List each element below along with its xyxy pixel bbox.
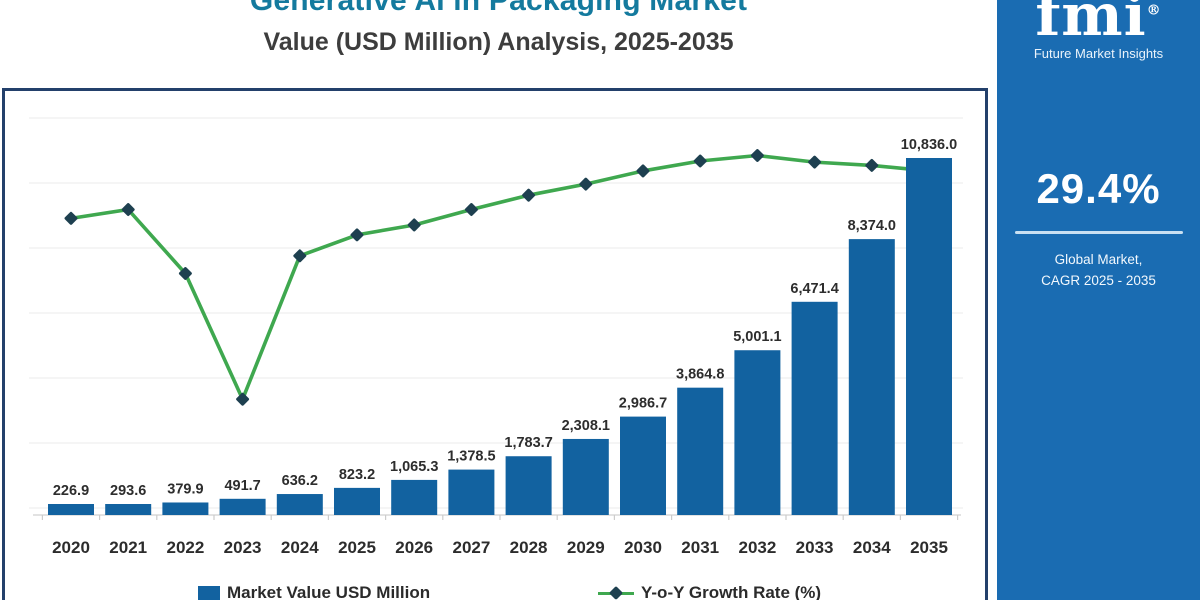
bar [620, 416, 666, 515]
cagr-caption: Global Market, CAGR 2025 - 2035 [1041, 252, 1156, 288]
page-subtitle: Value (USD Million) Analysis, 2025-2035 [263, 28, 734, 56]
legend-item-growth-rate: Y-o-Y Growth Rate (%) [598, 583, 821, 600]
year-label: 2025 [338, 538, 376, 557]
bar-value-label: 3,864.8 [676, 367, 724, 383]
year-label: 2035 [910, 538, 948, 557]
growth-marker [293, 249, 307, 263]
bar-value-label: 2,986.7 [619, 396, 667, 412]
growth-marker [808, 155, 822, 169]
year-label: 2027 [452, 538, 490, 557]
growth-marker [522, 188, 536, 202]
bar [105, 504, 152, 515]
growth-marker [350, 228, 364, 242]
bar-value-label: 10,836.0 [901, 137, 957, 153]
year-label: 2022 [166, 538, 204, 557]
bar [848, 239, 895, 515]
bar-value-label: 293.6 [110, 483, 146, 499]
bar-value-label: 1,065.3 [390, 459, 438, 475]
year-label: 2034 [853, 538, 891, 557]
divider [1014, 231, 1183, 234]
bar [162, 502, 209, 515]
bar-value-label: 226.9 [53, 483, 89, 499]
year-label: 2021 [109, 538, 147, 557]
growth-marker [636, 164, 650, 178]
combo-chart: 226.9 2020 293.6 2021 379.9 2022 491.7 2023 636.… [29, 117, 963, 557]
bar-value-label: 636.2 [282, 473, 318, 489]
sidebar: fmi® Future Market Insights 29.4% Global… [997, 0, 1200, 600]
bar [906, 158, 952, 515]
bar-value-label: 1,378.5 [447, 449, 495, 465]
bar-value-label: 1,783.7 [504, 435, 552, 451]
year-label: 2030 [624, 538, 662, 557]
bar [734, 350, 781, 515]
bar-value-label: 379.9 [167, 481, 203, 497]
logo-text: fmi® [1035, 0, 1162, 49]
bar-value-label: 6,471.4 [790, 281, 838, 297]
bar-value-label: 491.7 [224, 478, 260, 494]
year-label: 2023 [224, 538, 262, 557]
growth-marker [464, 203, 478, 216]
growth-marker [865, 158, 879, 172]
bar [391, 479, 438, 515]
bar [219, 498, 266, 515]
registered-mark-icon: ® [1146, 2, 1162, 19]
bar-value-label: 5,001.1 [733, 329, 781, 345]
year-label: 2029 [567, 538, 605, 557]
page-title: Generative AI in Packaging Market [249, 0, 748, 17]
fmi-logo: fmi® Future Market Insights [997, 0, 1200, 61]
chart-legend: Market Value USD Million Y-o-Y Growth Ra… [5, 583, 985, 600]
legend-label: Market Value USD Million [227, 583, 431, 600]
bar-value-label: 8,374.0 [848, 218, 896, 234]
bar [677, 387, 724, 515]
cagr-value: 29.4% [1036, 165, 1161, 212]
bar-value-label: 2,308.1 [562, 418, 610, 434]
bar [505, 456, 552, 515]
year-label: 2028 [510, 538, 548, 557]
growth-marker [178, 267, 192, 280]
bar-value-label: 823.2 [339, 467, 375, 483]
bar [448, 469, 495, 515]
legend-item-market-value: Market Value USD Million [198, 583, 430, 600]
chart-panel: 226.9 2020 293.6 2021 379.9 2022 491.7 2023 636.… [2, 88, 988, 600]
growth-marker [236, 392, 250, 406]
year-label: 2032 [738, 538, 776, 557]
logo-subtext: Future Market Insights [1033, 46, 1164, 61]
growth-line [70, 153, 930, 402]
year-label: 2024 [281, 538, 319, 557]
growth-marker [407, 218, 421, 232]
growth-marker [750, 149, 764, 162]
bar [562, 438, 609, 515]
bar [791, 301, 838, 515]
year-label: 2031 [681, 538, 719, 557]
bar [334, 487, 380, 515]
bar [276, 494, 323, 515]
year-label: 2026 [395, 538, 433, 557]
line-marker-icon [598, 585, 634, 600]
growth-marker [579, 177, 593, 191]
growth-marker [693, 154, 707, 168]
year-label: 2020 [52, 538, 90, 557]
legend-label: Y-o-Y Growth Rate (%) [641, 583, 822, 600]
year-label: 2033 [796, 538, 834, 557]
bar-swatch-icon [198, 585, 220, 600]
header: Generative AI in Packaging Market Value … [0, 0, 997, 88]
growth-marker [121, 203, 135, 216]
bar [48, 504, 94, 515]
growth-marker [64, 211, 78, 225]
